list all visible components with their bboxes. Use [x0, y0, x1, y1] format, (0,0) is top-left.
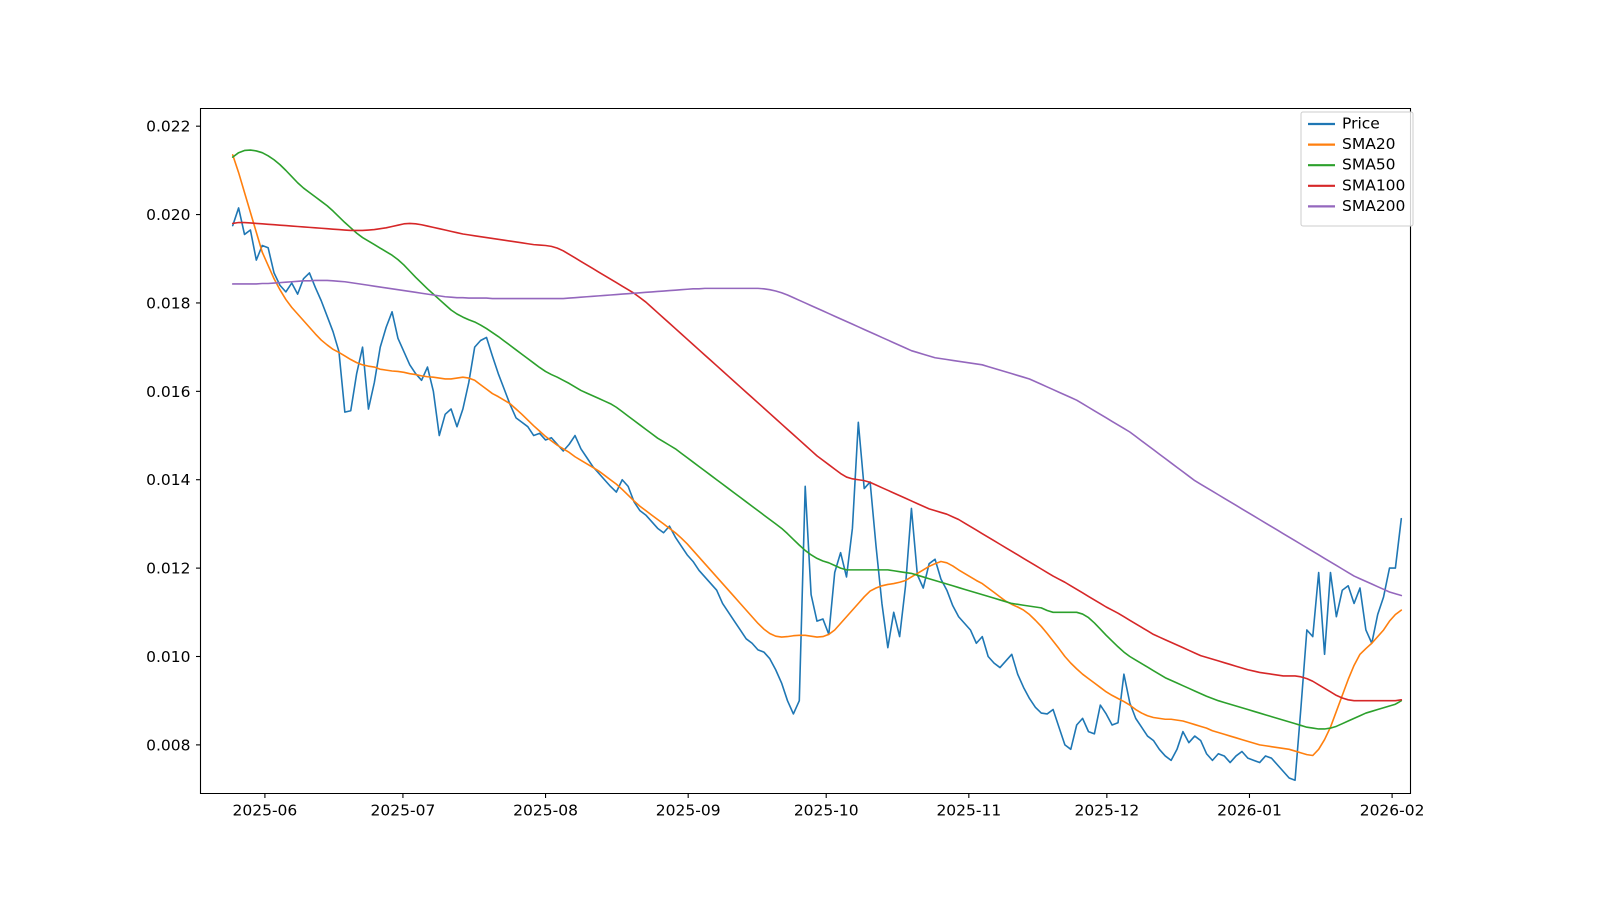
- legend-label-sma20[interactable]: SMA20: [1342, 135, 1396, 153]
- y-axis-ticks: 0.008 0.010 0.012 0.014 0.016 0.018 0.020 0.022: [146, 118, 201, 754]
- series-line-price: [231, 207, 1403, 782]
- y-tick-label: 0.008: [146, 736, 190, 754]
- x-tick-label: 2025-09: [656, 802, 721, 820]
- x-tick-label: 2026-01: [1217, 802, 1282, 820]
- y-tick-label: 0.020: [146, 206, 190, 224]
- legend-label-sma50[interactable]: SMA50: [1342, 156, 1396, 174]
- y-tick-label: 0.018: [146, 294, 190, 312]
- series-line-sma200: [231, 279, 1403, 597]
- x-tick-label: 2025-11: [936, 802, 1001, 820]
- series-line-sma50: [231, 149, 1403, 730]
- legend-label-sma200[interactable]: SMA200: [1342, 197, 1405, 215]
- y-tick-label: 0.022: [146, 118, 190, 136]
- x-tick-label: 2025-10: [794, 802, 859, 820]
- legend-box: [1300, 111, 1414, 227]
- x-tick-label: 2025-06: [233, 802, 298, 820]
- plot-frame: [199, 107, 1412, 795]
- chart-legend[interactable]: Price SMA20 SMA50 SMA100 SMA200: [1300, 111, 1414, 227]
- y-tick-label: 0.016: [146, 383, 190, 401]
- legend-label-sma100[interactable]: SMA100: [1342, 176, 1405, 194]
- x-tick-label: 2025-12: [1074, 802, 1139, 820]
- y-tick-label: 0.014: [146, 471, 190, 489]
- y-tick-label: 0.012: [146, 560, 190, 578]
- series-line-sma20: [231, 154, 1403, 757]
- x-tick-label: 2025-07: [371, 802, 436, 820]
- data-series-group: [231, 149, 1403, 782]
- x-tick-label: 2025-08: [513, 802, 578, 820]
- y-tick-label: 0.010: [146, 648, 190, 666]
- x-axis-ticks: 2025-06 2025-07 2025-08 2025-09 2025-10 2025-…: [233, 793, 1425, 820]
- x-tick-label: 2026-02: [1360, 802, 1425, 820]
- legend-label-price[interactable]: Price: [1342, 115, 1380, 133]
- axes-spines: [199, 107, 1412, 795]
- series-line-sma100: [231, 221, 1403, 702]
